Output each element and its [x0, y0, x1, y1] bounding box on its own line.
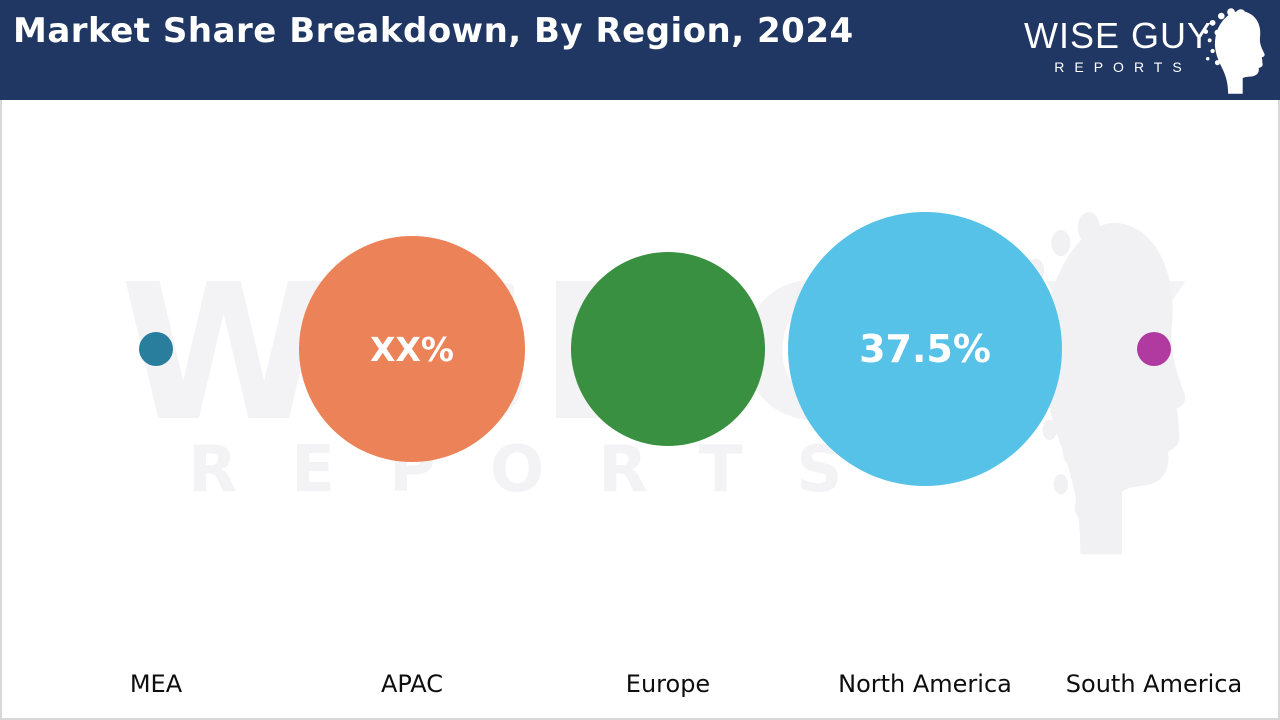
- bubble-value-label: 37.5%: [859, 327, 991, 371]
- bubble-europe: [571, 252, 765, 446]
- bubble-chart: WISE GUY REPORTS MEAXX%APACEurope37.5%No…: [0, 100, 1280, 720]
- head-silhouette-icon: [1203, 8, 1265, 94]
- bubble-north-america: 37.5%: [788, 212, 1062, 486]
- category-label-europe: Europe: [625, 670, 711, 698]
- header-bar: Market Share Breakdown, By Region, 2024 …: [0, 0, 1280, 100]
- bubble-south-america: [1137, 332, 1171, 366]
- bubble-value-label: XX%: [370, 329, 454, 369]
- bubble-mea: [139, 332, 173, 366]
- category-label-south-america: South America: [1065, 670, 1243, 698]
- logo-wordmark: WISE GUY: [1023, 15, 1212, 56]
- category-label-apac: APAC: [380, 670, 444, 698]
- category-label-mea: MEA: [129, 670, 183, 698]
- watermark-subtext: REPORTS: [188, 433, 897, 507]
- page-title: Market Share Breakdown, By Region, 2024: [13, 11, 854, 51]
- wise-guy-logo: WISE GUY REPORTS: [1024, 8, 1266, 98]
- logo-text: WISE GUY REPORTS: [1024, 16, 1212, 76]
- category-label-north-america: North America: [838, 670, 1012, 698]
- logo-subtext: REPORTS: [1054, 59, 1192, 75]
- bubble-apac: XX%: [299, 236, 525, 462]
